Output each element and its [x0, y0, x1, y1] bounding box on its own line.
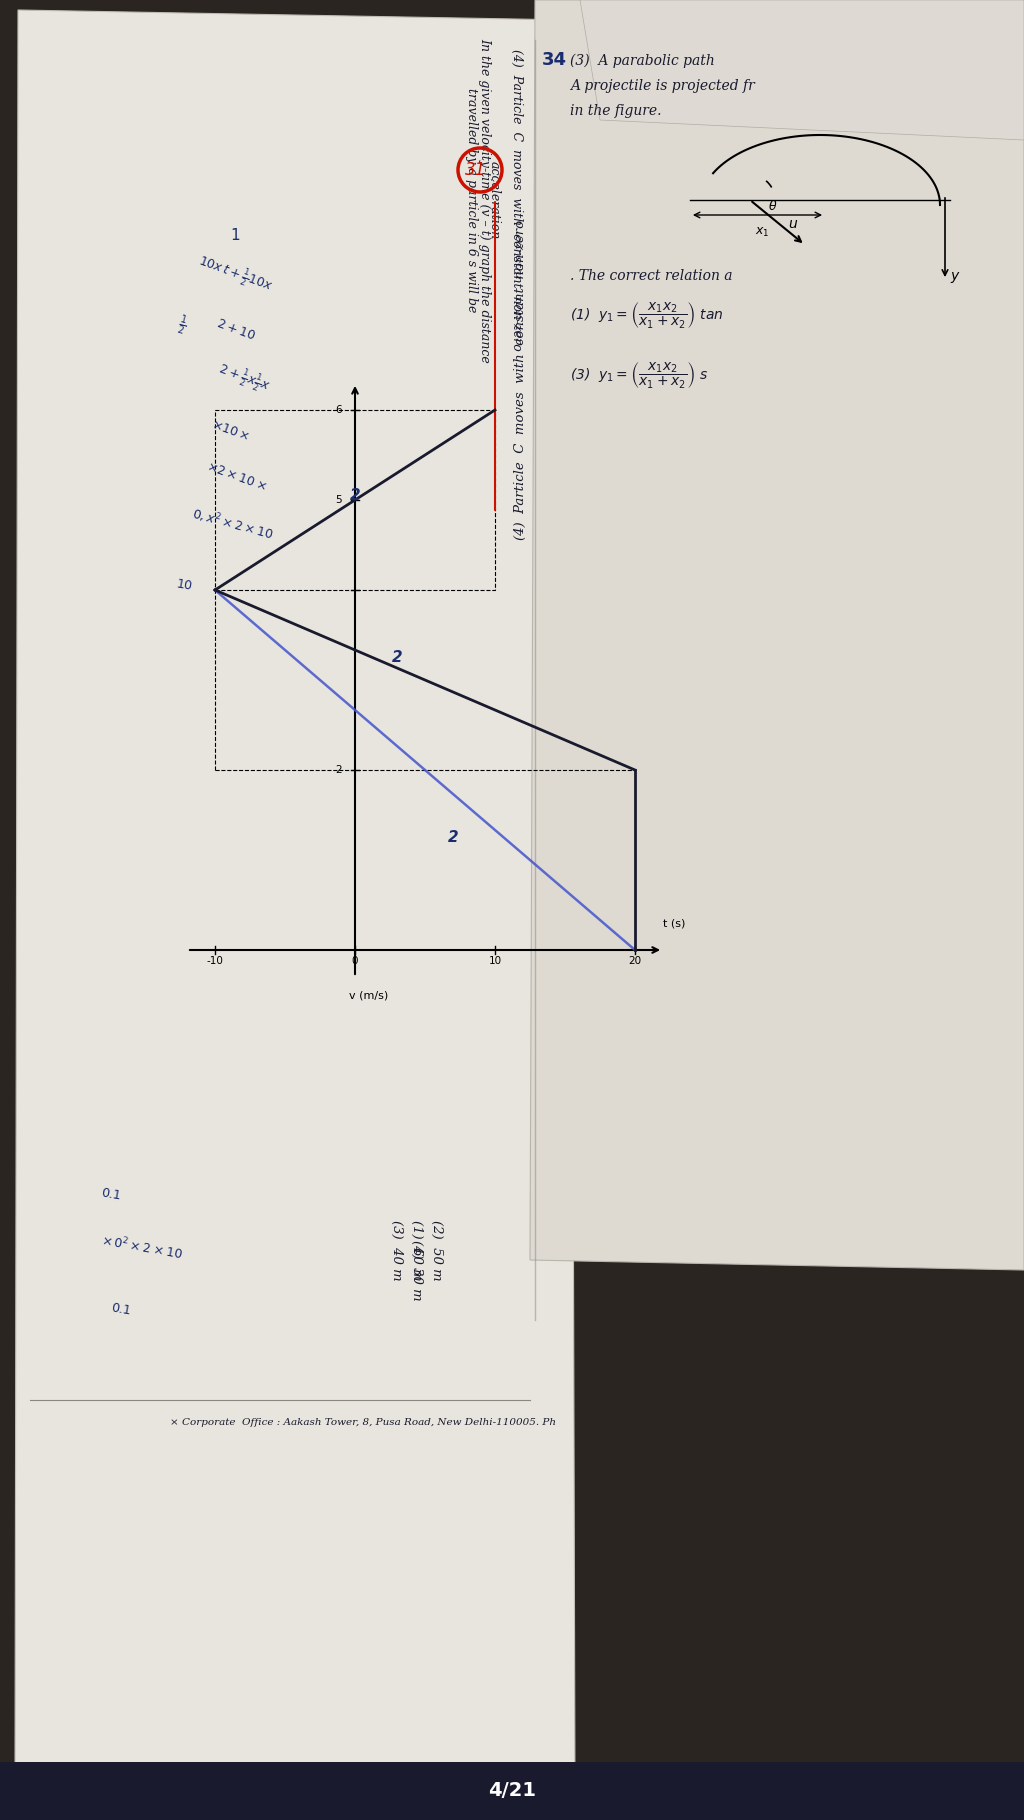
Text: 6: 6 — [336, 406, 342, 415]
Text: $2+\frac{1}{2}x\frac{1}{2}x$: $2+\frac{1}{2}x\frac{1}{2}x$ — [215, 359, 273, 397]
Text: (1)  $y_1 = \left(\dfrac{x_1 x_2}{x_1 + x_2}\right)$ tan: (1) $y_1 = \left(\dfrac{x_1 x_2}{x_1 + x… — [570, 300, 724, 331]
Text: (4)  Particle  C  moves  with  constant  non-zero: (4) Particle C moves with constant non-z… — [510, 49, 523, 351]
Text: $x_1$: $x_1$ — [755, 226, 769, 238]
Text: (4)  Particle  C  moves  with  constant  non-zero: (4) Particle C moves with constant non-z… — [513, 220, 526, 541]
Text: × Corporate  Office : Aakash Tower, 8, Pusa Road, New Delhi-110005. Ph: × Corporate Office : Aakash Tower, 8, Pu… — [170, 1418, 556, 1427]
Text: y: y — [950, 269, 958, 282]
Text: 2: 2 — [447, 830, 459, 844]
Polygon shape — [580, 0, 1024, 140]
Text: A projectile is projected fr: A projectile is projected fr — [570, 78, 755, 93]
FancyBboxPatch shape — [0, 1762, 1024, 1820]
Text: 2: 2 — [336, 764, 342, 775]
Text: 20: 20 — [629, 956, 642, 966]
Text: $\times\, 0^2 \times 2 \times 10$: $\times\, 0^2 \times 2 \times 10$ — [100, 1232, 184, 1263]
Text: t (s): t (s) — [663, 917, 685, 928]
Text: (3)  40 m: (3) 40 m — [390, 1219, 403, 1281]
Text: $0, x^2 \times 2 \times 10$: $0, x^2 \times 2 \times 10$ — [190, 504, 275, 544]
Text: . The correct relation a: . The correct relation a — [570, 269, 732, 282]
Text: v (m/s): v (m/s) — [349, 990, 389, 999]
Text: (2)  50 m: (2) 50 m — [430, 1219, 443, 1281]
Text: 10: 10 — [488, 956, 502, 966]
Text: $0.1$: $0.1$ — [100, 1187, 123, 1203]
Text: 34: 34 — [542, 51, 567, 69]
Text: $\theta$: $\theta$ — [768, 198, 777, 213]
Text: travelled by a particle in 6 s will be: travelled by a particle in 6 s will be — [465, 87, 478, 313]
Text: (3)  $y_1 = \left(\dfrac{x_1 x_2}{x_1 + x_2}\right)$ s: (3) $y_1 = \left(\dfrac{x_1 x_2}{x_1 + x… — [570, 360, 709, 391]
Text: $2+10$: $2+10$ — [215, 317, 257, 342]
Text: $\times 10 \times$: $\times 10 \times$ — [210, 417, 252, 442]
Text: acceleration: acceleration — [488, 160, 501, 238]
Text: $\times 2 \times 10 \times$: $\times 2 \times 10 \times$ — [205, 459, 268, 493]
Text: $1$: $1$ — [230, 228, 241, 244]
Text: $0.1$: $0.1$ — [110, 1301, 133, 1318]
Text: $10$: $10$ — [175, 577, 195, 593]
Text: 2: 2 — [349, 488, 360, 502]
Text: 4/21: 4/21 — [488, 1782, 536, 1800]
Text: 31: 31 — [465, 160, 486, 178]
Text: u: u — [788, 217, 797, 231]
Text: 5: 5 — [336, 495, 342, 504]
Text: (4)  30 m: (4) 30 m — [410, 1239, 423, 1299]
Text: $\frac{1}{2}$: $\frac{1}{2}$ — [175, 311, 189, 339]
Text: (3)  A parabolic path: (3) A parabolic path — [570, 53, 715, 67]
Polygon shape — [15, 9, 575, 1791]
Text: In the given velocity-time (v – t) graph the distance: In the given velocity-time (v – t) graph… — [478, 38, 490, 362]
Text: in the figure.: in the figure. — [570, 104, 662, 118]
Text: -10: -10 — [207, 956, 223, 966]
Text: $10x\,t + \frac{1}{2}10x$: $10x\,t + \frac{1}{2}10x$ — [195, 249, 275, 297]
Text: (1)  60 m: (1) 60 m — [410, 1219, 423, 1281]
Text: 2: 2 — [392, 650, 402, 664]
Text: 0: 0 — [352, 956, 358, 966]
Polygon shape — [530, 0, 1024, 1270]
